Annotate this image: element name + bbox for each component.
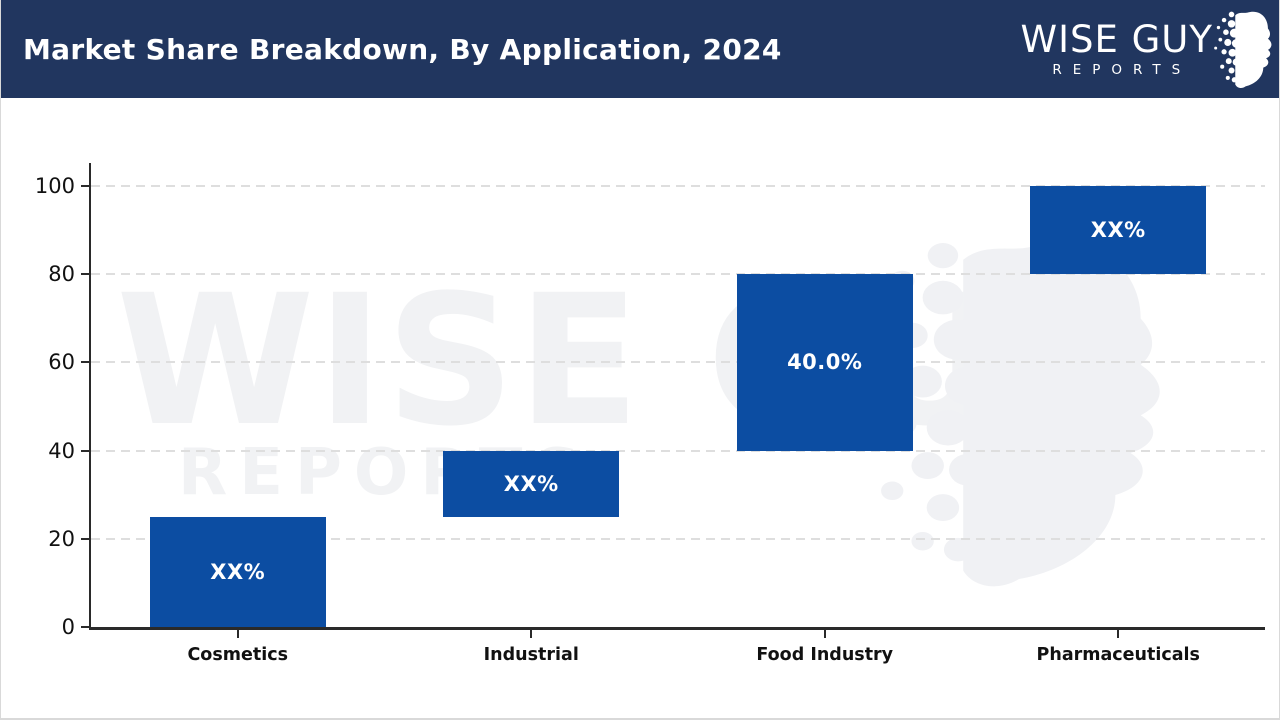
bar-value-label-pharmaceuticals: XX% — [1090, 218, 1146, 243]
chart-title: Market Share Breakdown, By Application, … — [23, 32, 782, 66]
gridline-60 — [91, 361, 1265, 364]
y-axis-tick-20 — [81, 537, 89, 540]
x-axis-category-label-industrial: Industrial — [483, 645, 579, 665]
dotted-face-icon — [1214, 11, 1272, 88]
logo-brand-name: WISE GUY — [1020, 17, 1213, 61]
x-axis-tick-food-industry — [823, 630, 826, 638]
gridline-40 — [91, 449, 1265, 452]
x-axis-category-label-cosmetics: Cosmetics — [187, 645, 289, 665]
bar-value-label-cosmetics: XX% — [210, 559, 266, 584]
logo-text: WISE GUY REPORTS — [1021, 21, 1213, 78]
gridline-20 — [91, 537, 1265, 540]
y-axis-tick-label: 0 — [61, 615, 75, 639]
plot-area: 0 20 40 60 80 100 XX% Cosmetics XX% Industrial 40.… — [35, 163, 1265, 665]
gridline-80 — [91, 273, 1265, 276]
wise-guy-reports-logo: WISE GUY REPORTS — [1021, 7, 1279, 91]
y-axis-tick-label: 100 — [34, 174, 75, 198]
y-axis-tick-label: 60 — [48, 350, 75, 375]
logo-brand-subtitle: REPORTS — [1052, 61, 1192, 78]
bar-food-industry: 40.0% — [736, 274, 913, 451]
header-bar: Market Share Breakdown, By Application, … — [1, 0, 1279, 98]
gridline-100 — [91, 185, 1265, 187]
y-axis-tick-80 — [81, 273, 89, 276]
x-axis-category-label-pharmaceuticals: Pharmaceuticals — [1036, 645, 1200, 665]
bar-cosmetics: XX% — [149, 516, 326, 627]
y-axis-tick-label: 80 — [48, 262, 75, 287]
bar-value-label-food-industry: 40.0% — [787, 350, 863, 375]
y-axis-tick-0 — [81, 626, 89, 628]
bar-pharmaceuticals: XX% — [1030, 186, 1207, 275]
y-axis-tick-label: 40 — [48, 438, 75, 463]
y-axis-tick-60 — [81, 361, 89, 364]
bar-value-label-industrial: XX% — [503, 471, 559, 496]
x-axis-category-label-food-industry: Food Industry — [756, 645, 894, 665]
x-axis-tick-pharmaceuticals — [1117, 630, 1120, 638]
y-axis-tick-40 — [81, 449, 89, 452]
x-axis-tick-cosmetics — [236, 630, 239, 638]
bar-industrial: XX% — [443, 450, 620, 517]
y-axis-tick-100 — [81, 185, 89, 187]
y-axis-tick-label: 20 — [48, 526, 75, 551]
x-axis-tick-industrial — [530, 630, 533, 638]
